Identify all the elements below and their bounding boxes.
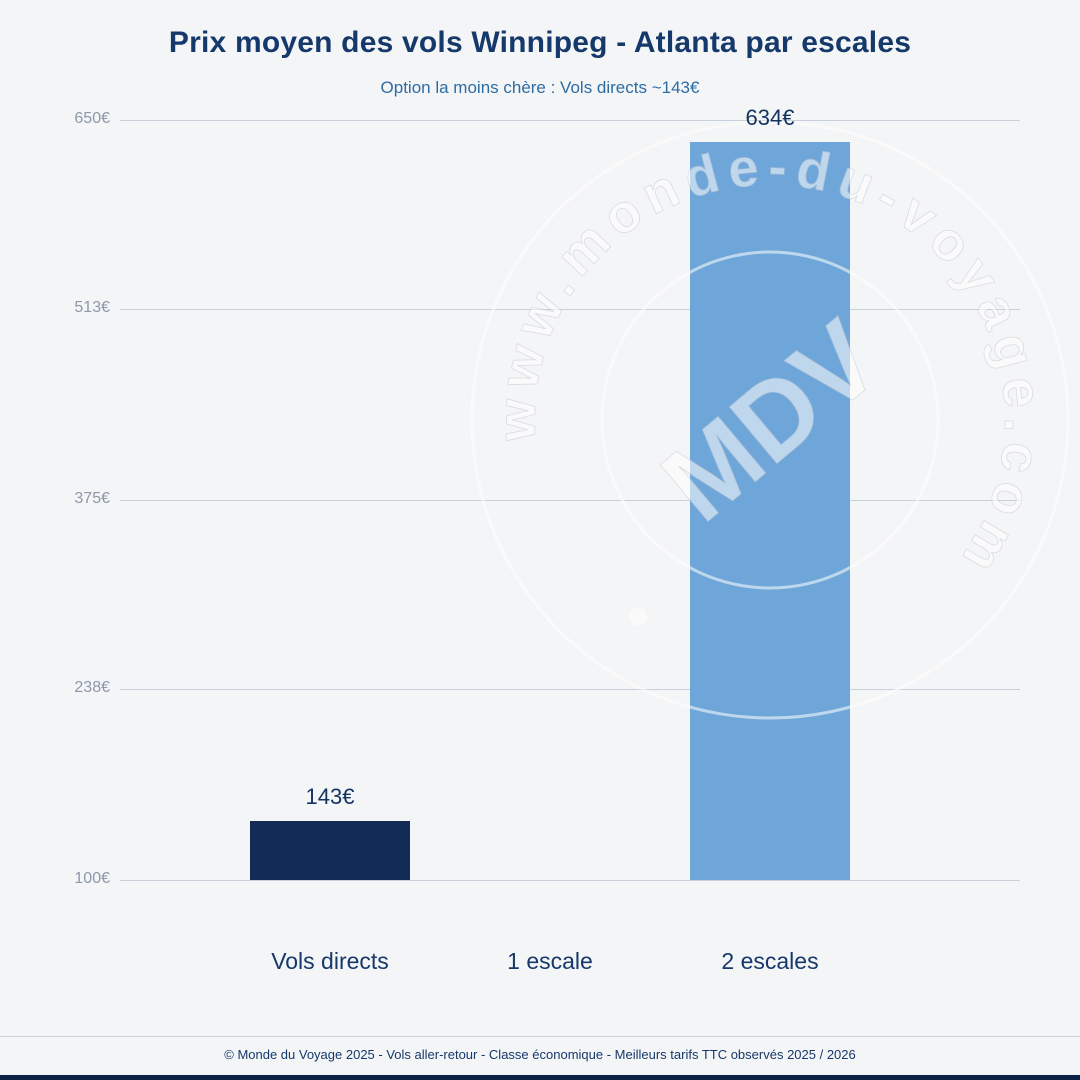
bottom-accent-bar xyxy=(0,1075,1080,1080)
bar-value-label: 143€ xyxy=(305,783,355,809)
y-axis-tick-label: 513€ xyxy=(74,299,110,317)
gridline xyxy=(120,879,1020,881)
bar-value-label: 634€ xyxy=(745,105,795,131)
gridline xyxy=(120,308,1020,310)
y-axis-tick-label: 100€ xyxy=(74,870,110,887)
gridline xyxy=(120,688,1020,690)
bar-1 xyxy=(250,820,410,880)
gridline xyxy=(120,499,1020,501)
x-axis-category-label: 1 escale xyxy=(507,948,593,974)
y-axis-tick-label: 375€ xyxy=(74,490,110,507)
chart-subtitle: Option la moins chère : Vols directs ~14… xyxy=(380,78,700,97)
x-axis-category-label: Vols directs xyxy=(271,948,389,974)
bar-3 xyxy=(690,142,850,880)
footer-divider xyxy=(0,1036,1080,1037)
gridline xyxy=(120,119,1020,121)
y-axis-tick-label: 650€ xyxy=(74,110,110,127)
x-axis-category-label: 2 escales xyxy=(721,948,819,974)
footer-text: © Monde du Voyage 2025 - Vols aller-reto… xyxy=(224,1047,856,1062)
y-axis-tick-label: 238€ xyxy=(74,679,110,697)
chart-title: Prix moyen des vols Winnipeg - Atlanta p… xyxy=(168,26,912,59)
